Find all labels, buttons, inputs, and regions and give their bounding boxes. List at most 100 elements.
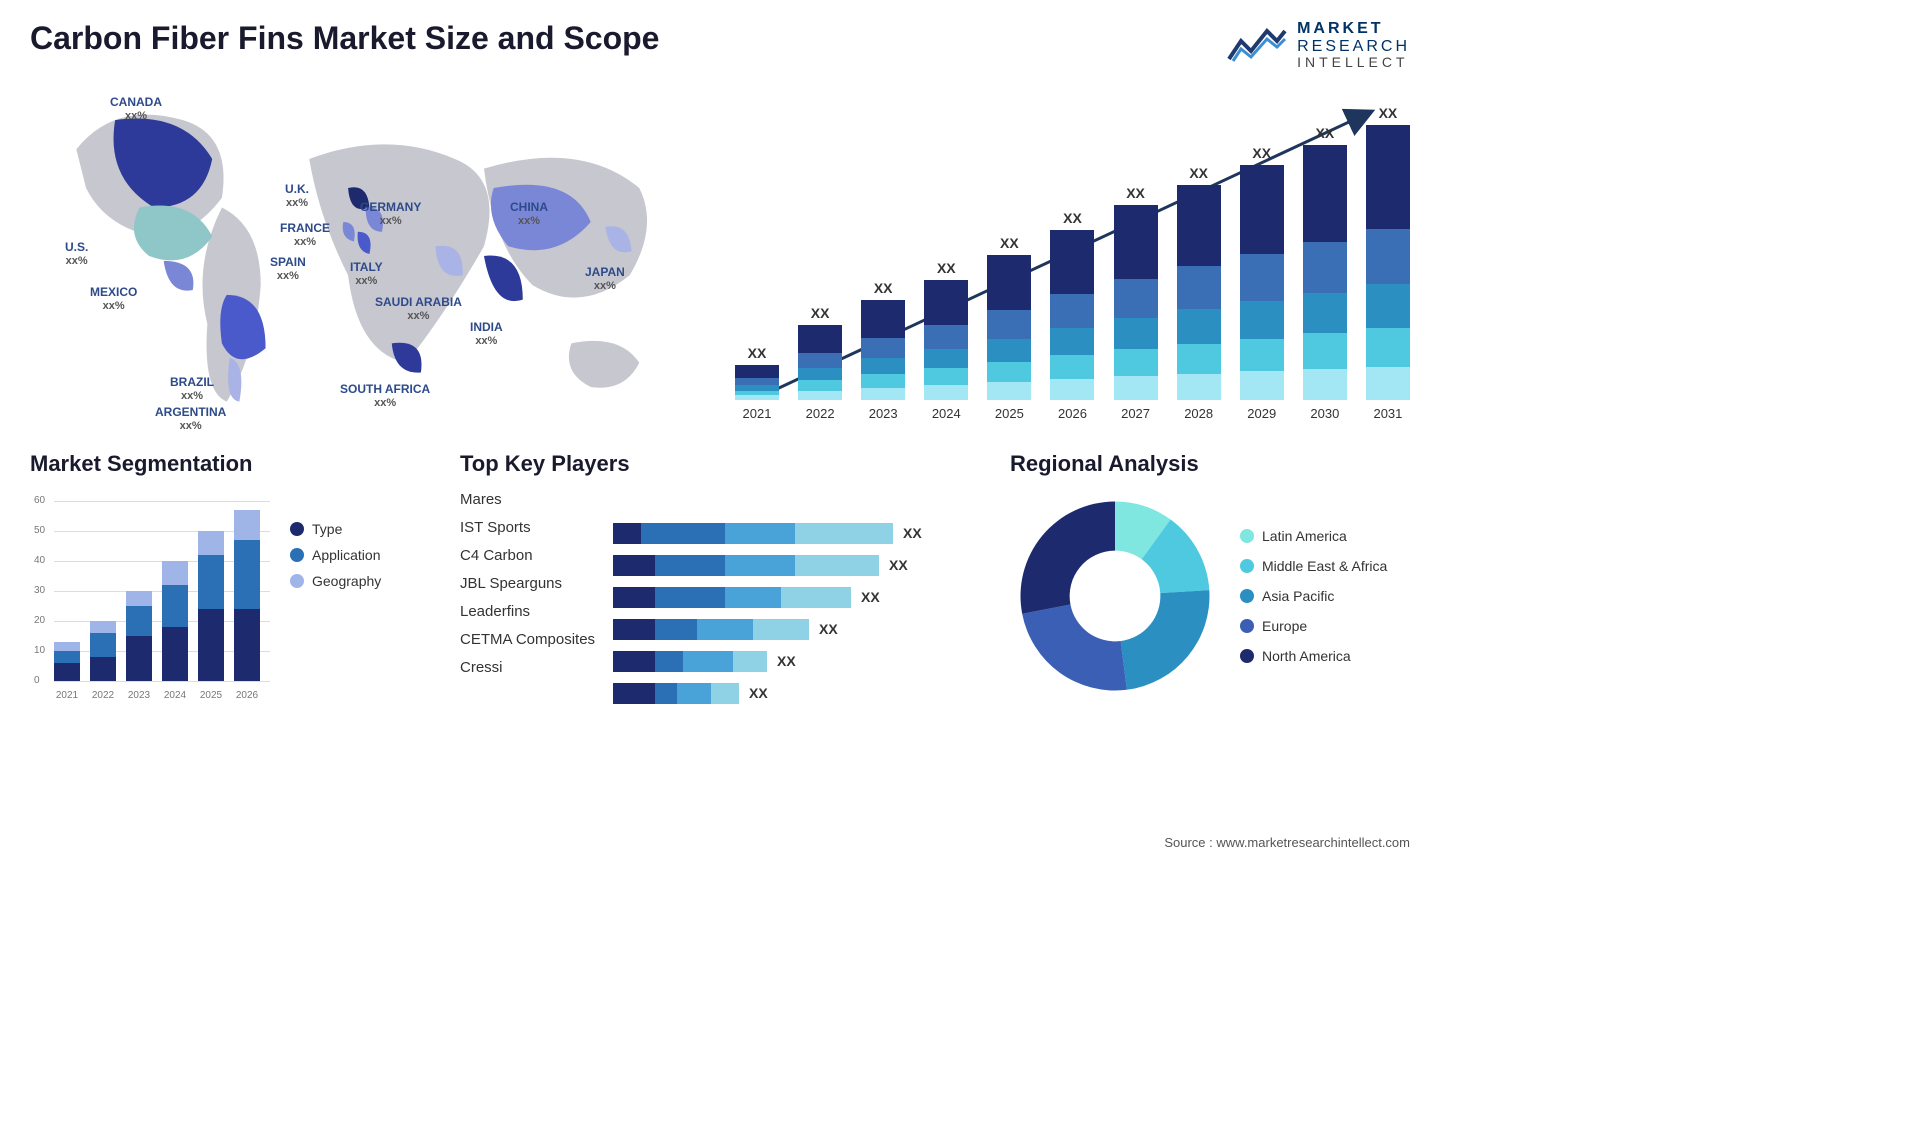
regional-donut-chart <box>1010 491 1220 701</box>
donut-slice-north-america <box>1021 501 1116 613</box>
kp-bar-row: XX <box>613 523 980 544</box>
map-label-brazil: BRAZILxx% <box>170 376 214 404</box>
map-label-mexico: MEXICOxx% <box>90 286 137 314</box>
forecast-year-label: 2022 <box>806 406 835 421</box>
forecast-year-label: 2024 <box>932 406 961 421</box>
seg-ytick: 40 <box>34 555 45 566</box>
regional-legend-item: Europe <box>1240 618 1387 634</box>
kp-name: C4 Carbon <box>460 547 595 564</box>
regional-legend-item: North America <box>1240 648 1387 664</box>
seg-bar-2023 <box>126 591 152 681</box>
forecast-bar-label: XX <box>1000 235 1019 251</box>
kp-name: JBL Spearguns <box>460 575 595 592</box>
segmentation-chart: 202120222023202420252026 0102030405060 <box>30 491 270 701</box>
seg-year-label: 2022 <box>90 690 116 701</box>
kp-name: IST Sports <box>460 519 595 536</box>
forecast-year-label: 2028 <box>1184 406 1213 421</box>
map-label-u-s-: U.S.xx% <box>65 241 88 269</box>
seg-year-label: 2023 <box>126 690 152 701</box>
forecast-year-label: 2021 <box>743 406 772 421</box>
seg-bar-2026 <box>234 510 260 681</box>
brand-logo-icon <box>1227 25 1287 65</box>
seg-ytick: 20 <box>34 615 45 626</box>
kp-value-label: XX <box>819 621 838 637</box>
forecast-bar-2021: XX 2021 <box>735 345 779 421</box>
regional-title: Regional Analysis <box>1010 451 1410 477</box>
map-label-saudi-arabia: SAUDI ARABIAxx% <box>375 296 462 324</box>
map-label-japan: JAPANxx% <box>585 266 625 294</box>
forecast-bar-2029: XX 2029 <box>1240 145 1284 421</box>
kp-name: Cressi <box>460 659 595 676</box>
logo-text-2: RESEARCH <box>1297 38 1410 56</box>
key-players-bars: XX XX XX XX XX XX <box>613 491 980 704</box>
seg-ytick: 30 <box>34 585 45 596</box>
kp-bar-row: XX <box>613 683 980 704</box>
regional-legend-item: Latin America <box>1240 528 1387 544</box>
forecast-year-label: 2029 <box>1247 406 1276 421</box>
key-players-title: Top Key Players <box>460 451 980 477</box>
forecast-bar-2022: XX 2022 <box>798 305 842 421</box>
forecast-bar-label: XX <box>1252 145 1271 161</box>
forecast-bar-label: XX <box>1316 125 1335 141</box>
key-players-panel: Top Key Players MaresIST SportsC4 Carbon… <box>460 451 980 704</box>
logo-text-3: INTELLECT <box>1297 55 1410 70</box>
forecast-bar-label: XX <box>811 305 830 321</box>
map-label-spain: SPAINxx% <box>270 256 306 284</box>
seg-ytick: 60 <box>34 495 45 506</box>
donut-slice-europe <box>1022 604 1127 690</box>
seg-legend-item: Application <box>290 547 381 563</box>
map-label-germany: GERMANYxx% <box>360 201 421 229</box>
forecast-bar-label: XX <box>748 345 767 361</box>
map-label-india: INDIAxx% <box>470 321 503 349</box>
forecast-bar-2026: XX 2026 <box>1050 210 1094 421</box>
world-map-panel: CANADAxx%U.S.xx%MEXICOxx%BRAZILxx%ARGENT… <box>30 91 705 421</box>
segmentation-panel: Market Segmentation 2021 2022 2023 2024 2025… <box>30 451 430 704</box>
forecast-year-label: 2025 <box>995 406 1024 421</box>
seg-year-label: 2021 <box>54 690 80 701</box>
forecast-year-label: 2031 <box>1373 406 1402 421</box>
seg-year-label: 2024 <box>162 690 188 701</box>
source-attribution: Source : www.marketresearchintellect.com <box>1164 835 1410 850</box>
forecast-chart-panel: XX2021XX2022XX2023XX2024XX2025XX2026XX20… <box>735 91 1410 421</box>
page-title: Carbon Fiber Fins Market Size and Scope <box>30 20 659 57</box>
forecast-bar-label: XX <box>1063 210 1082 226</box>
map-label-canada: CANADAxx% <box>110 96 162 124</box>
kp-name: CETMA Composites <box>460 631 595 648</box>
seg-bar-2022 <box>90 621 116 681</box>
kp-value-label: XX <box>889 557 908 573</box>
forecast-year-label: 2026 <box>1058 406 1087 421</box>
map-label-south-africa: SOUTH AFRICAxx% <box>340 383 430 411</box>
forecast-bar-2024: XX2024 <box>924 260 968 421</box>
kp-bar-row <box>613 491 980 512</box>
regional-panel: Regional Analysis Latin AmericaMiddle Ea… <box>1010 451 1410 704</box>
segmentation-legend: TypeApplicationGeography <box>290 521 381 589</box>
kp-value-label: XX <box>861 589 880 605</box>
map-label-france: FRANCExx% <box>280 222 330 250</box>
forecast-bar-2025: XX 2025 <box>987 235 1031 421</box>
kp-bar-row: XX <box>613 555 980 576</box>
forecast-year-label: 2027 <box>1121 406 1150 421</box>
forecast-bar-2030: XX2030 <box>1303 125 1347 421</box>
kp-name: Leaderfins <box>460 603 595 620</box>
forecast-bar-2028: XX2028 <box>1177 165 1221 421</box>
brand-logo: MARKET RESEARCH INTELLECT <box>1227 20 1410 71</box>
seg-year-label: 2025 <box>198 690 224 701</box>
kp-value-label: XX <box>903 525 922 541</box>
map-label-italy: ITALYxx% <box>350 261 383 289</box>
kp-value-label: XX <box>777 653 796 669</box>
regional-legend: Latin AmericaMiddle East & AfricaAsia Pa… <box>1240 528 1387 664</box>
seg-legend-item: Type <box>290 521 381 537</box>
key-players-names: MaresIST SportsC4 CarbonJBL SpeargunsLea… <box>460 491 595 704</box>
forecast-bar-label: XX <box>874 280 893 296</box>
segmentation-title: Market Segmentation <box>30 451 430 477</box>
seg-year-label: 2026 <box>234 690 260 701</box>
seg-bar-2025 <box>198 531 224 681</box>
regional-legend-item: Asia Pacific <box>1240 588 1387 604</box>
map-label-u-k-: U.K.xx% <box>285 183 309 211</box>
seg-ytick: 0 <box>34 675 40 686</box>
kp-bar-row: XX <box>613 619 980 640</box>
forecast-year-label: 2023 <box>869 406 898 421</box>
forecast-bar-2027: XX2027 <box>1114 185 1158 421</box>
seg-bar-2024 <box>162 561 188 681</box>
seg-ytick: 10 <box>34 645 45 656</box>
